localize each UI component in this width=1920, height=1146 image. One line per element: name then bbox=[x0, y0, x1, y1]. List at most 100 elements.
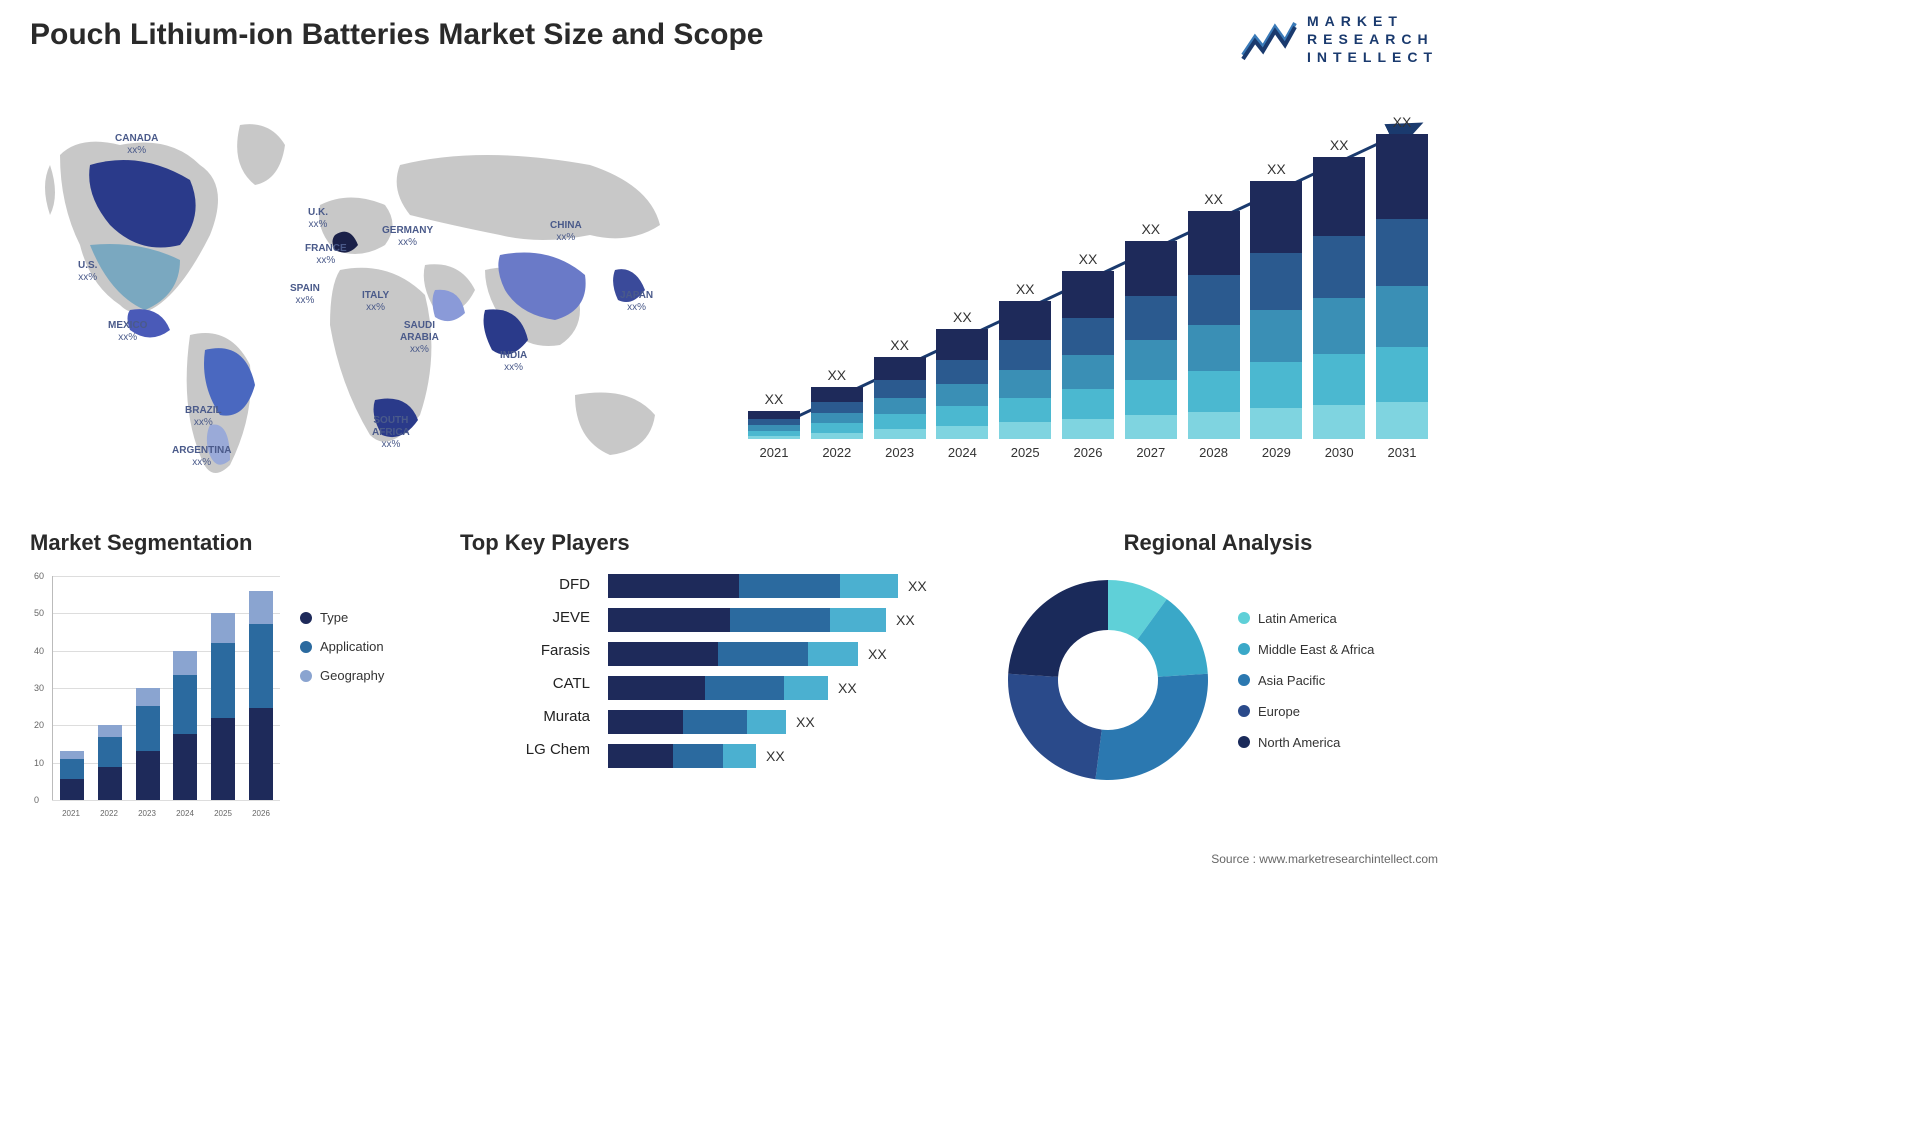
page-title: Pouch Lithium-ion Batteries Market Size … bbox=[30, 18, 763, 52]
growth-bar bbox=[1250, 181, 1302, 439]
seg-x-tick: 2026 bbox=[252, 809, 270, 818]
growth-bar bbox=[1125, 241, 1177, 439]
seg-y-tick: 10 bbox=[34, 758, 44, 768]
legend-item: North America bbox=[1238, 735, 1374, 750]
logo-line2: RESEARCH bbox=[1307, 30, 1438, 48]
growth-year-label: 2024 bbox=[948, 445, 977, 460]
growth-bar bbox=[1313, 157, 1365, 439]
player-bar-row: XX bbox=[608, 608, 927, 632]
seg-bar bbox=[211, 613, 235, 800]
seg-x-tick: 2023 bbox=[138, 809, 156, 818]
player-bar bbox=[608, 642, 858, 666]
player-value: XX bbox=[908, 578, 927, 594]
country-label: INDIAxx% bbox=[500, 350, 527, 374]
legend-label: Application bbox=[320, 639, 384, 654]
growth-bar-value: XX bbox=[1141, 221, 1160, 237]
growth-bar-value: XX bbox=[1204, 191, 1223, 207]
regional-legend: Latin America Middle East & Africa Asia Pa… bbox=[1238, 611, 1374, 750]
growth-bar bbox=[811, 387, 863, 439]
growth-year-label: 2025 bbox=[1011, 445, 1040, 460]
growth-bar bbox=[874, 357, 926, 439]
regional-panel: Regional Analysis Latin America Middle Ea… bbox=[998, 530, 1438, 790]
country-label: BRAZILxx% bbox=[185, 405, 222, 429]
growth-bar-column: XX 2021 bbox=[748, 391, 800, 460]
player-value: XX bbox=[766, 748, 785, 764]
seg-y-tick: 50 bbox=[34, 608, 44, 618]
player-name: LG Chem bbox=[460, 741, 590, 758]
legend-dot bbox=[300, 641, 312, 653]
player-bar bbox=[608, 710, 786, 734]
legend-label: Europe bbox=[1258, 704, 1300, 719]
country-label: FRANCExx% bbox=[305, 243, 347, 267]
source-attribution: Source : www.marketresearchintellect.com bbox=[1211, 852, 1438, 866]
player-bar bbox=[608, 608, 886, 632]
growth-bar bbox=[936, 329, 988, 439]
legend-label: North America bbox=[1258, 735, 1340, 750]
seg-y-tick: 40 bbox=[34, 646, 44, 656]
player-value: XX bbox=[838, 680, 857, 696]
seg-bar bbox=[60, 751, 84, 800]
seg-x-tick: 2024 bbox=[176, 809, 194, 818]
country-label: U.K.xx% bbox=[308, 207, 328, 231]
regional-donut-chart bbox=[998, 570, 1218, 790]
seg-bar bbox=[98, 725, 122, 800]
player-bar-row: XX bbox=[608, 710, 927, 734]
legend-item: Type bbox=[300, 610, 384, 625]
seg-y-tick: 20 bbox=[34, 720, 44, 730]
growth-bar-value: XX bbox=[1330, 137, 1349, 153]
growth-bar-value: XX bbox=[1079, 251, 1098, 267]
player-bar bbox=[608, 676, 828, 700]
seg-bar bbox=[173, 651, 197, 800]
growth-bar bbox=[1188, 211, 1240, 439]
growth-bar bbox=[999, 301, 1051, 439]
seg-x-tick: 2022 bbox=[100, 809, 118, 818]
country-label: CHINAxx% bbox=[550, 220, 582, 244]
segmentation-title: Market Segmentation bbox=[30, 530, 450, 556]
legend-label: Latin America bbox=[1258, 611, 1337, 626]
country-label: ITALYxx% bbox=[362, 290, 389, 314]
country-label: CANADAxx% bbox=[115, 133, 158, 157]
country-label: JAPANxx% bbox=[620, 290, 653, 314]
growth-bar-value: XX bbox=[1016, 281, 1035, 297]
player-name: Farasis bbox=[460, 642, 590, 659]
growth-bar-value: XX bbox=[1267, 161, 1286, 177]
seg-y-tick: 60 bbox=[34, 571, 44, 581]
growth-year-label: 2028 bbox=[1199, 445, 1228, 460]
growth-bar-column: XX 2028 bbox=[1188, 191, 1240, 460]
growth-bar-value: XX bbox=[765, 391, 784, 407]
growth-bar-value: XX bbox=[953, 309, 972, 325]
logo-icon bbox=[1241, 15, 1297, 63]
segmentation-legend: TypeApplicationGeography bbox=[300, 570, 384, 820]
growth-year-label: 2021 bbox=[760, 445, 789, 460]
players-panel: Top Key Players DFDJEVEFarasisCATLMurata… bbox=[460, 530, 960, 768]
donut-slice bbox=[1095, 674, 1208, 780]
player-bar bbox=[608, 574, 898, 598]
seg-bar bbox=[249, 591, 273, 800]
player-bar-row: XX bbox=[608, 676, 927, 700]
country-label: SAUDIARABIAxx% bbox=[400, 320, 439, 356]
growth-bar-value: XX bbox=[827, 367, 846, 383]
legend-item: Asia Pacific bbox=[1238, 673, 1374, 688]
regional-title: Regional Analysis bbox=[998, 530, 1438, 556]
player-bar bbox=[608, 744, 756, 768]
growth-bar-column: XX 2022 bbox=[811, 367, 863, 460]
legend-dot bbox=[300, 670, 312, 682]
country-label: MEXICOxx% bbox=[108, 320, 147, 344]
country-label: SOUTHAFRICAxx% bbox=[372, 415, 410, 451]
growth-bar-column: XX2030 bbox=[1313, 137, 1365, 460]
legend-item: Middle East & Africa bbox=[1238, 642, 1374, 657]
player-name: DFD bbox=[460, 576, 590, 593]
growth-year-label: 2022 bbox=[822, 445, 851, 460]
seg-x-tick: 2021 bbox=[62, 809, 80, 818]
growth-bar-column: XX 2026 bbox=[1062, 251, 1114, 460]
player-value: XX bbox=[896, 612, 915, 628]
player-name: CATL bbox=[460, 675, 590, 692]
growth-year-label: 2026 bbox=[1074, 445, 1103, 460]
growth-bar-column: XX 2024 bbox=[936, 309, 988, 460]
player-value: XX bbox=[796, 714, 815, 730]
world-map: CANADAxx%U.S.xx%MEXICOxx%BRAZILxx%ARGENT… bbox=[30, 95, 690, 495]
player-value: XX bbox=[868, 646, 887, 662]
player-bar-row: XX bbox=[608, 574, 927, 598]
growth-bar bbox=[1376, 134, 1428, 439]
legend-item: Europe bbox=[1238, 704, 1374, 719]
